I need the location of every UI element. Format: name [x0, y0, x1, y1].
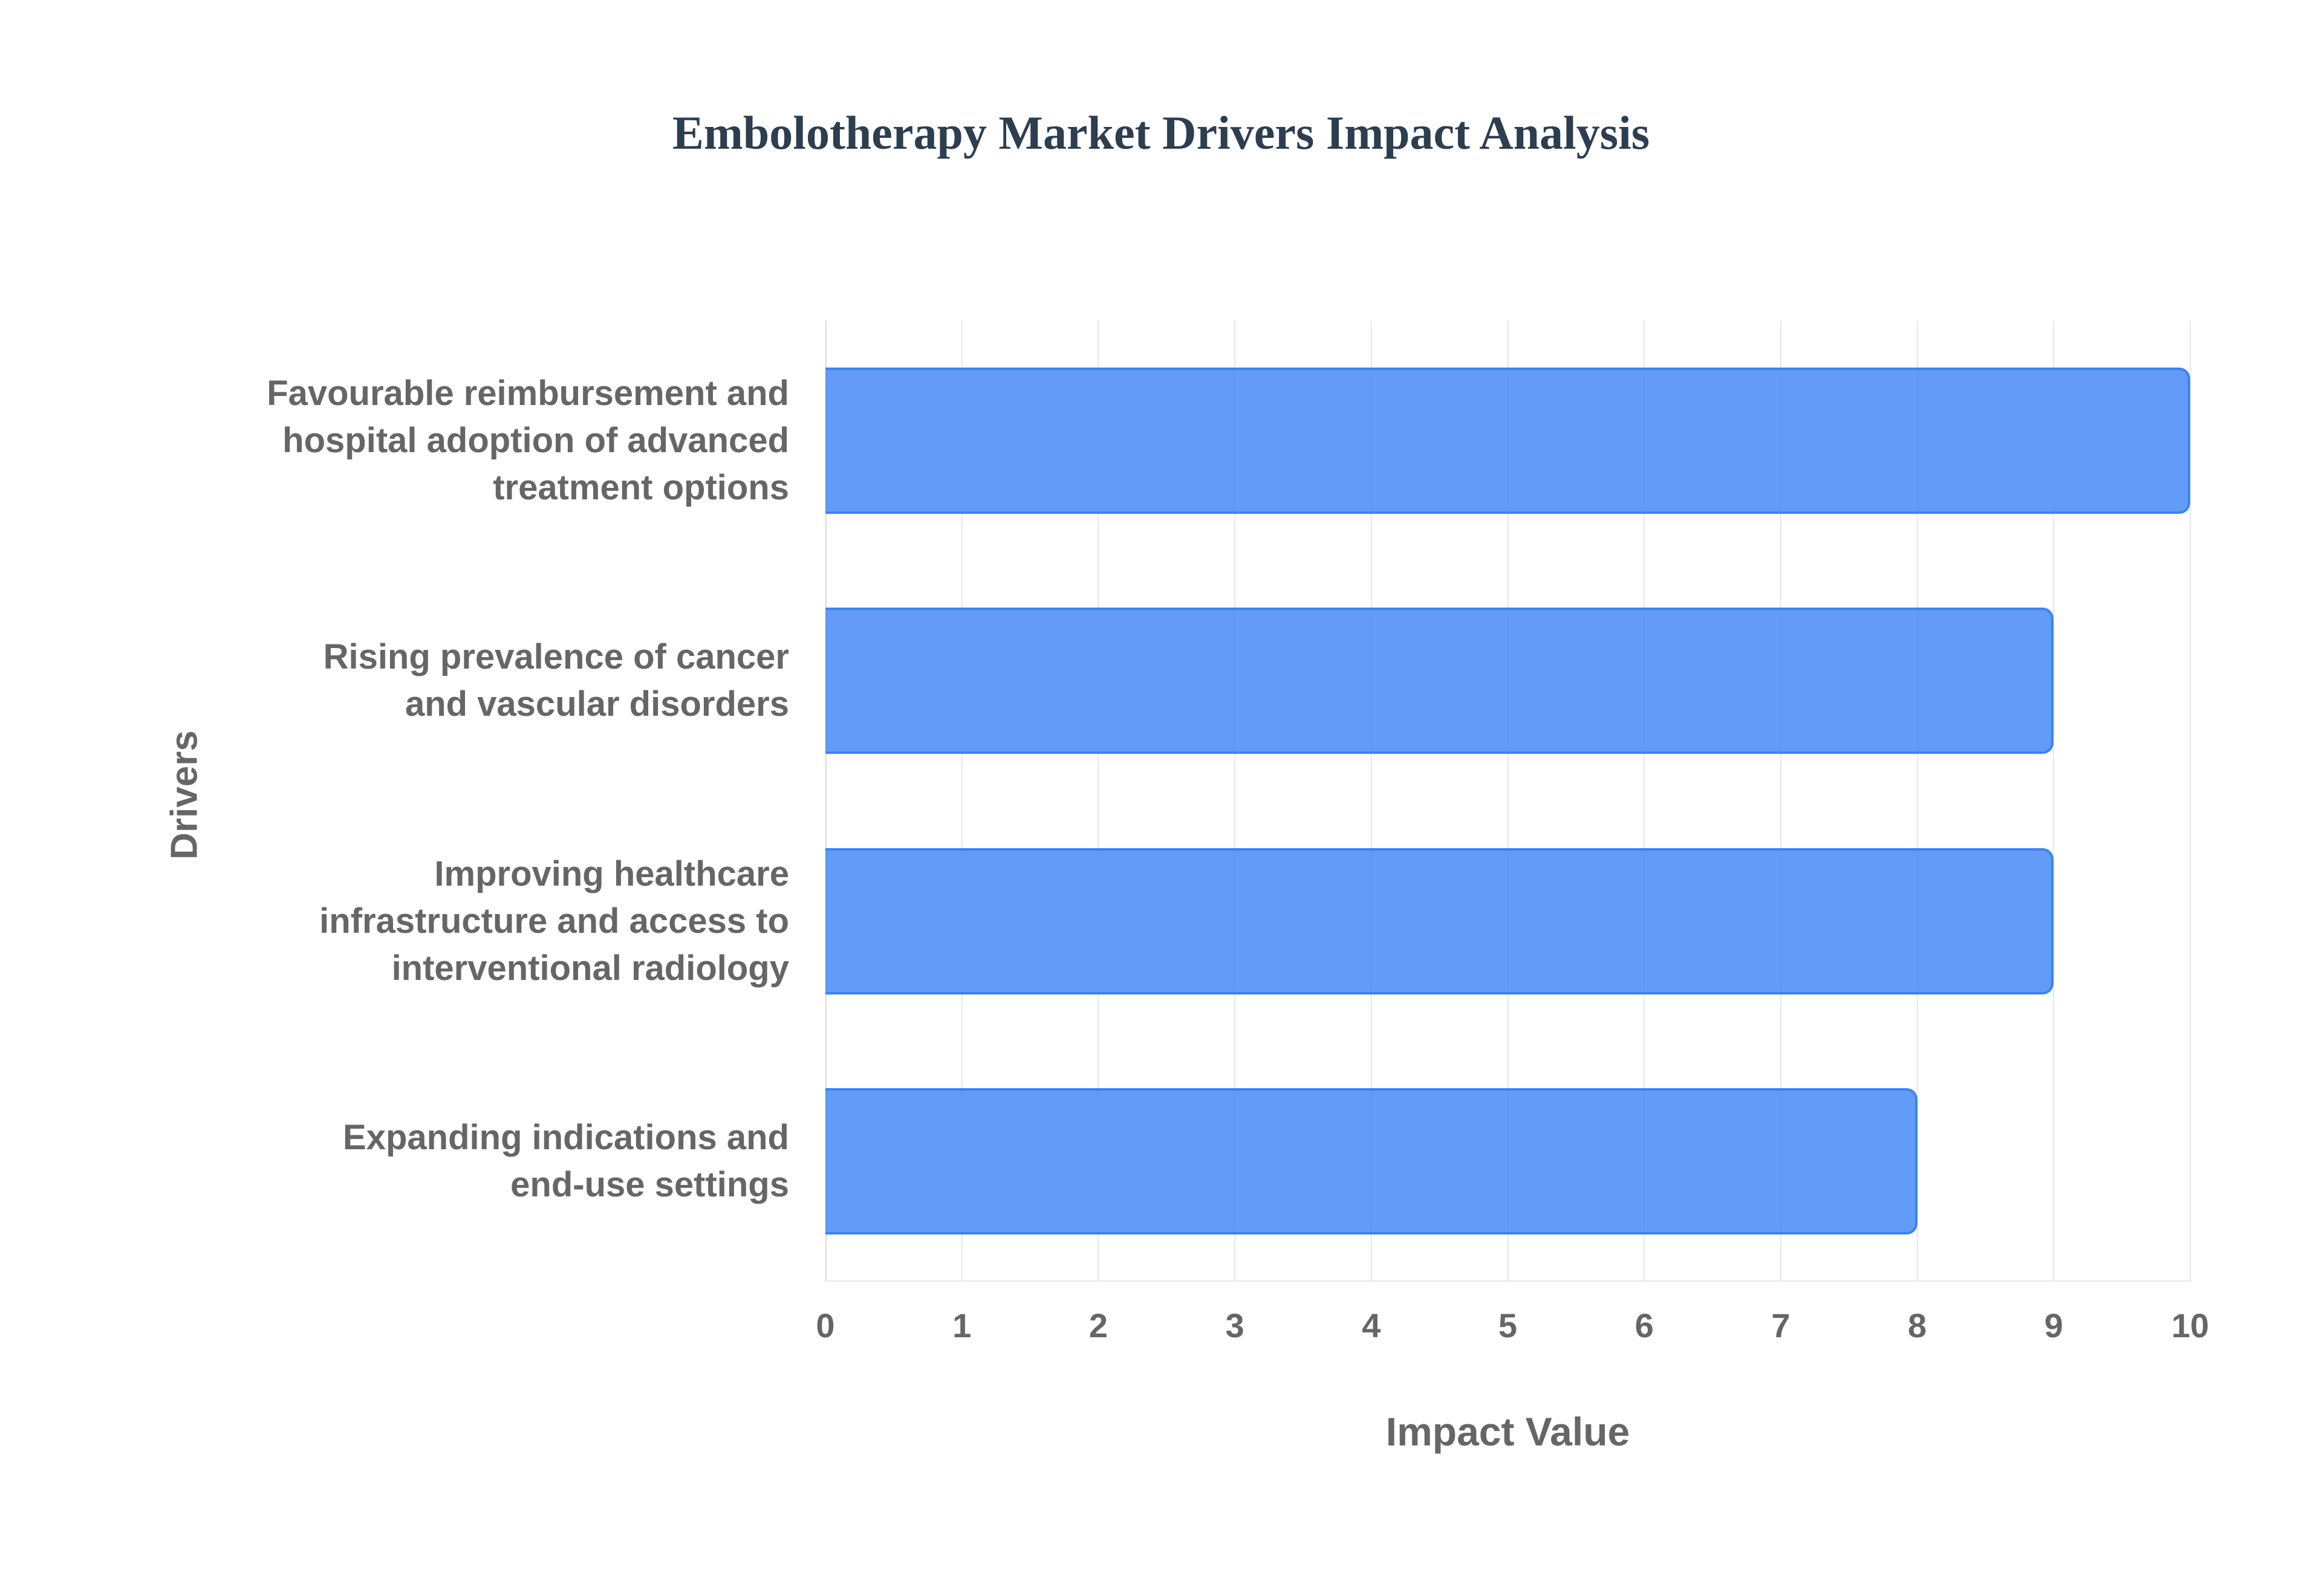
x-tick-label: 1 [952, 1306, 972, 1345]
category-label: Improving healthcare infrastructure and a… [184, 831, 789, 1012]
bar[interactable] [825, 608, 2054, 754]
x-tick-label: 0 [816, 1306, 835, 1345]
category-label-line: infrastructure and access to [319, 901, 789, 941]
category-label-line: and vascular disorders [405, 684, 789, 724]
category-label-line: Improving healthcare [434, 854, 789, 894]
x-tick-label: 4 [1362, 1306, 1381, 1345]
category-label-line: hospital adoption of advanced [282, 420, 789, 460]
chart-title: Embolotherapy Market Drivers Impact Anal… [672, 106, 1650, 159]
gridline [1780, 320, 1781, 1282]
x-tick-label: 2 [1088, 1306, 1108, 1345]
bar[interactable] [825, 1088, 1917, 1235]
gridline [1916, 320, 1918, 1282]
category-label-line: treatment options [493, 467, 789, 507]
gridline [1098, 320, 1099, 1282]
x-tick-label: 7 [1771, 1306, 1790, 1345]
category-label-line: end-use settings [510, 1165, 789, 1205]
category-label-line: Rising prevalence of cancer [323, 637, 789, 677]
x-axis-title: Impact Value [1385, 1409, 1630, 1454]
gridline [1507, 320, 1509, 1282]
x-tick-label: 5 [1498, 1306, 1518, 1345]
category-label-line: Expanding indications and [343, 1118, 789, 1158]
gridline [1370, 320, 1372, 1282]
plot-area [825, 320, 2191, 1282]
category-label-line: interventional radiology [391, 948, 789, 988]
gridline [2053, 320, 2055, 1282]
x-tick-label: 8 [1908, 1306, 1927, 1345]
category-label-line: Favourable reimbursement and [267, 373, 789, 413]
x-tick-label: 3 [1225, 1306, 1244, 1345]
category-label: Rising prevalence of cancer and vascular … [184, 590, 789, 771]
y-axis-line [825, 320, 827, 1282]
x-tick-label: 9 [2044, 1306, 2063, 1345]
category-label: Favourable reimbursement and hospital ado… [184, 350, 789, 531]
bar[interactable] [825, 367, 2190, 514]
gridline [961, 320, 963, 1282]
bar[interactable] [825, 848, 2054, 994]
gridline [1234, 320, 1236, 1282]
x-tick-label: 10 [2171, 1306, 2210, 1345]
gridline [1644, 320, 1645, 1282]
gridline [2190, 320, 2191, 1282]
x-tick-label: 6 [1634, 1306, 1654, 1345]
category-label: Expanding indications and end-use setting… [184, 1071, 789, 1252]
